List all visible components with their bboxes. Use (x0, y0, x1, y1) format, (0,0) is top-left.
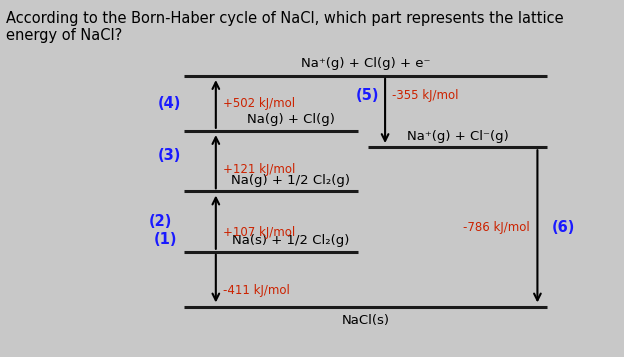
Text: +121 kJ/mol: +121 kJ/mol (223, 163, 295, 176)
Text: Na(g) + 1/2 Cl₂(g): Na(g) + 1/2 Cl₂(g) (232, 174, 350, 187)
Text: (4): (4) (158, 96, 182, 111)
Text: -786 kJ/mol: -786 kJ/mol (464, 221, 530, 233)
Text: (1): (1) (154, 232, 177, 247)
Text: Na⁺(g) + Cl(g) + e⁻: Na⁺(g) + Cl(g) + e⁻ (301, 57, 431, 70)
Text: +107 kJ/mol: +107 kJ/mol (223, 226, 295, 239)
Text: Na⁺(g) + Cl⁻(g): Na⁺(g) + Cl⁻(g) (407, 130, 509, 143)
Text: -355 kJ/mol: -355 kJ/mol (392, 89, 459, 102)
Text: Na(g) + Cl(g): Na(g) + Cl(g) (247, 114, 334, 126)
Text: Na(s) + 1/2 Cl₂(g): Na(s) + 1/2 Cl₂(g) (232, 234, 349, 247)
Text: (2): (2) (149, 214, 172, 229)
Text: -411 kJ/mol: -411 kJ/mol (223, 284, 290, 297)
Text: (3): (3) (158, 148, 182, 163)
Text: +502 kJ/mol: +502 kJ/mol (223, 97, 295, 110)
Text: According to the Born-Haber cycle of NaCl, which part represents the lattice
ene: According to the Born-Haber cycle of NaC… (6, 11, 564, 43)
Text: (5): (5) (356, 87, 379, 102)
Text: NaCl(s): NaCl(s) (342, 313, 390, 327)
Text: (6): (6) (552, 220, 575, 235)
